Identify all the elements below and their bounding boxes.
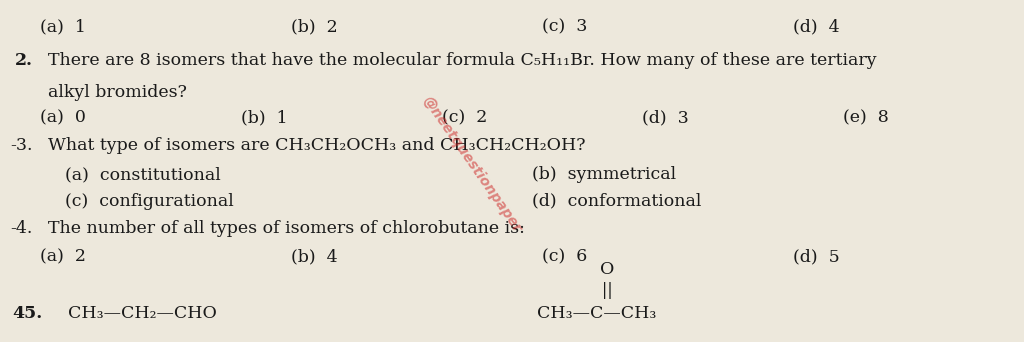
Text: (b)  4: (b) 4 xyxy=(291,249,338,266)
Text: @neetquestionpaper: @neetquestionpaper xyxy=(420,94,524,235)
Text: 45.: 45. xyxy=(12,305,43,322)
Text: (c)  6: (c) 6 xyxy=(542,249,588,266)
Text: ||: || xyxy=(602,281,612,299)
Text: (c)  2: (c) 2 xyxy=(441,109,487,126)
Text: (b)  symmetrical: (b) symmetrical xyxy=(532,166,676,183)
Text: (d)  4: (d) 4 xyxy=(793,18,840,36)
Text: There are 8 isomers that have the molecular formula C₅H₁₁Br. How many of these a: There are 8 isomers that have the molecu… xyxy=(48,52,877,69)
Text: (c)  3: (c) 3 xyxy=(542,18,588,36)
Text: (d)  conformational: (d) conformational xyxy=(532,193,701,210)
Text: (b)  1: (b) 1 xyxy=(241,109,288,126)
Text: alkyl bromides?: alkyl bromides? xyxy=(48,84,187,101)
Text: (a)  constitutional: (a) constitutional xyxy=(66,166,221,183)
Text: -3.: -3. xyxy=(10,137,33,155)
Text: (e)  8: (e) 8 xyxy=(843,109,889,126)
Text: The number of all types of isomers of chlorobutane is:: The number of all types of isomers of ch… xyxy=(48,220,525,237)
Text: (d)  5: (d) 5 xyxy=(793,249,840,266)
Text: (c)  configurational: (c) configurational xyxy=(66,193,234,210)
Text: (a)  2: (a) 2 xyxy=(40,249,86,266)
Text: (b)  2: (b) 2 xyxy=(291,18,338,36)
Text: CH₃—C—CH₃: CH₃—C—CH₃ xyxy=(537,305,656,322)
Text: (a)  0: (a) 0 xyxy=(40,109,86,126)
Text: 2.: 2. xyxy=(15,52,33,69)
Text: What type of isomers are CH₃CH₂OCH₃ and CH₃CH₂CH₂OH?: What type of isomers are CH₃CH₂OCH₃ and … xyxy=(48,137,586,155)
Text: (d)  3: (d) 3 xyxy=(642,109,689,126)
Text: O: O xyxy=(600,262,614,278)
Text: -4.: -4. xyxy=(10,220,33,237)
Text: CH₃—CH₂—CHO: CH₃—CH₂—CHO xyxy=(69,305,217,322)
Text: (a)  1: (a) 1 xyxy=(40,18,86,36)
